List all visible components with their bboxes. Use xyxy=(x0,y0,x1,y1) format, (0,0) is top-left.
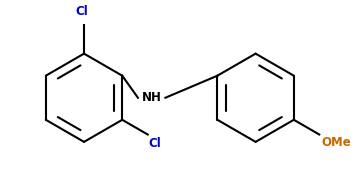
Text: Cl: Cl xyxy=(149,137,162,151)
Text: OMe: OMe xyxy=(321,137,351,149)
Text: NH: NH xyxy=(142,91,162,104)
Text: Cl: Cl xyxy=(76,5,88,18)
